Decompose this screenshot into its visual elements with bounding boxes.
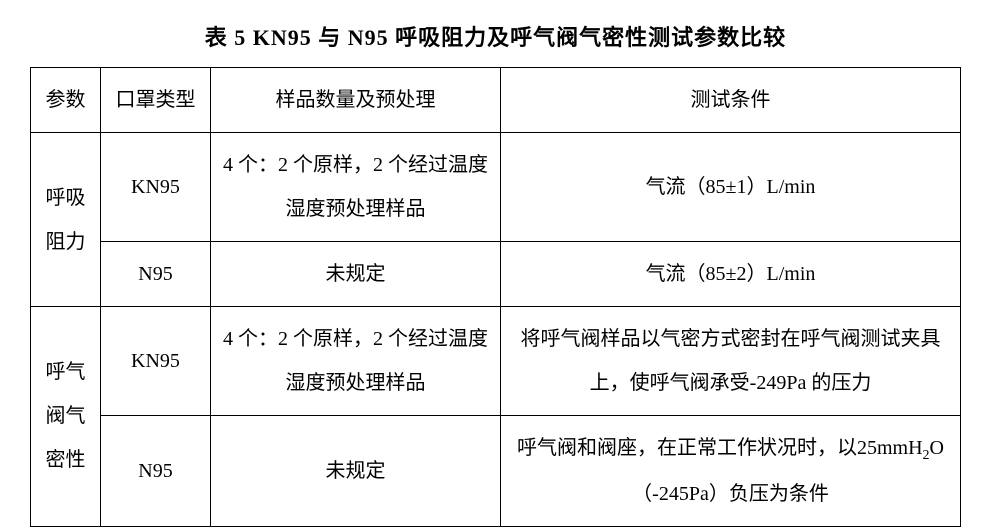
cell-type: N95	[101, 242, 211, 307]
comparison-table: 参数 口罩类型 样品数量及预处理 测试条件 呼吸阻力 KN95 4 个：2 个原…	[30, 67, 961, 527]
cell-sample: 未规定	[211, 242, 501, 307]
header-type: 口罩类型	[101, 68, 211, 133]
table-title: 表 5 KN95 与 N95 呼吸阻力及呼气阀气密性测试参数比较	[30, 20, 961, 52]
table-row: N95 未规定 呼气阀和阀座，在正常工作状况时，以25mmH2O（-245Pa）…	[31, 416, 961, 527]
cell-type: N95	[101, 416, 211, 527]
table-header-row: 参数 口罩类型 样品数量及预处理 测试条件	[31, 68, 961, 133]
cell-type: KN95	[101, 307, 211, 416]
header-condition: 测试条件	[501, 68, 961, 133]
table-row: N95 未规定 气流（85±2）L/min	[31, 242, 961, 307]
cell-condition: 气流（85±2）L/min	[501, 242, 961, 307]
header-param: 参数	[31, 68, 101, 133]
cell-condition: 将呼气阀样品以气密方式密封在呼气阀测试夹具上，使呼气阀承受-249Pa 的压力	[501, 307, 961, 416]
header-sample: 样品数量及预处理	[211, 68, 501, 133]
cell-condition: 气流（85±1）L/min	[501, 133, 961, 242]
table-row: 呼吸阻力 KN95 4 个：2 个原样，2 个经过温度湿度预处理样品 气流（85…	[31, 133, 961, 242]
cell-condition: 呼气阀和阀座，在正常工作状况时，以25mmH2O（-245Pa）负压为条件	[501, 416, 961, 527]
cell-type: KN95	[101, 133, 211, 242]
table-row: 呼气阀气密性 KN95 4 个：2 个原样，2 个经过温度湿度预处理样品 将呼气…	[31, 307, 961, 416]
cell-sample: 4 个：2 个原样，2 个经过温度湿度预处理样品	[211, 133, 501, 242]
cell-param-breathing-resistance: 呼吸阻力	[31, 133, 101, 307]
cell-param-valve-airtightness: 呼气阀气密性	[31, 307, 101, 527]
cell-sample: 4 个：2 个原样，2 个经过温度湿度预处理样品	[211, 307, 501, 416]
cell-sample: 未规定	[211, 416, 501, 527]
